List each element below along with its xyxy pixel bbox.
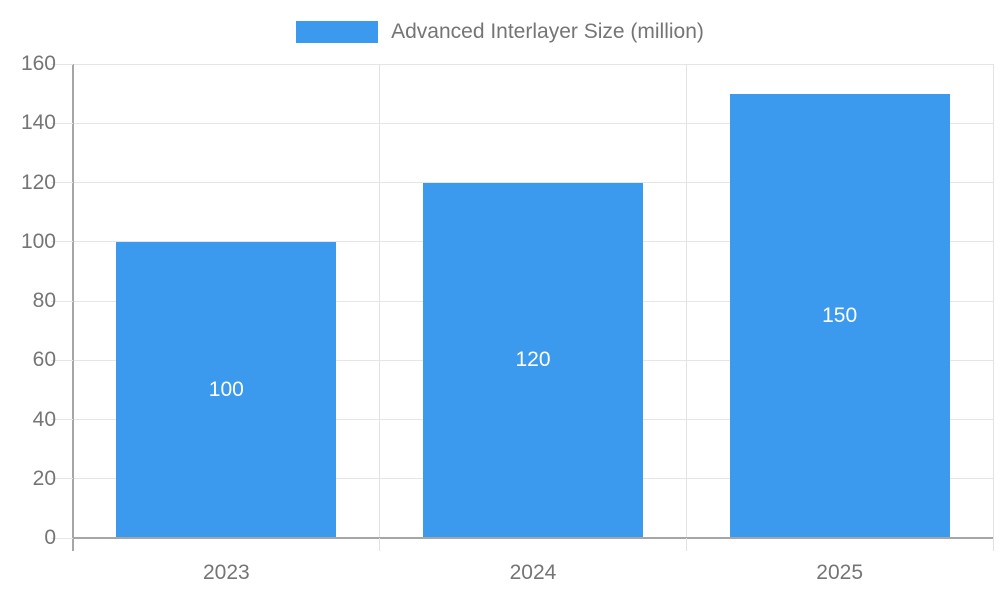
x-tick-mark: [379, 538, 381, 551]
bar: 100: [116, 241, 337, 538]
bar: 120: [423, 182, 643, 538]
y-tick-label: 160: [20, 52, 56, 75]
category-boundary-gridline: [685, 64, 687, 538]
x-tick-label: 2025: [816, 561, 864, 584]
y-tick-mark: [51, 419, 73, 420]
y-tick-mark: [51, 182, 73, 183]
bar-value-label: 120: [515, 348, 551, 372]
plot-area: 100 120 150: [73, 63, 994, 539]
y-tick-mark: [51, 359, 73, 361]
y-tick-mark: [51, 241, 73, 243]
x-axis-line: [72, 537, 993, 539]
y-tick-label: 80: [32, 289, 56, 312]
y-gridline: [73, 122, 993, 124]
y-tick-mark: [51, 122, 73, 124]
category-boundary-gridline: [992, 64, 994, 538]
y-tick-label: 0: [44, 526, 56, 549]
y-axis-line: [72, 64, 74, 551]
category-boundary-gridline: [379, 64, 381, 538]
legend-swatch: [296, 21, 379, 43]
y-tick-label: 20: [32, 466, 56, 490]
bar-value-label: 100: [208, 377, 244, 401]
y-tick-label: 40: [32, 407, 56, 431]
y-tick-mark: [51, 300, 73, 302]
bar: 150: [729, 93, 950, 538]
y-tick-label: 60: [32, 348, 56, 372]
bar-value-label: 150: [822, 303, 858, 327]
y-tick-mark: [51, 478, 73, 480]
y-tick-mark: [51, 537, 73, 539]
legend-label: Advanced Interlayer Size (million): [391, 20, 704, 43]
y-tick-label: 120: [20, 170, 56, 194]
y-gridline: [73, 63, 993, 65]
x-tick-mark: [685, 538, 687, 551]
legend: Advanced Interlayer Size (million): [0, 20, 1000, 44]
y-tick-label: 140: [20, 111, 56, 135]
y-tick-mark: [51, 63, 73, 65]
y-tick-label: 100: [20, 229, 56, 253]
x-tick-label: 2024: [509, 561, 557, 584]
x-tick-mark: [992, 538, 994, 551]
x-tick-label: 2023: [202, 561, 250, 584]
